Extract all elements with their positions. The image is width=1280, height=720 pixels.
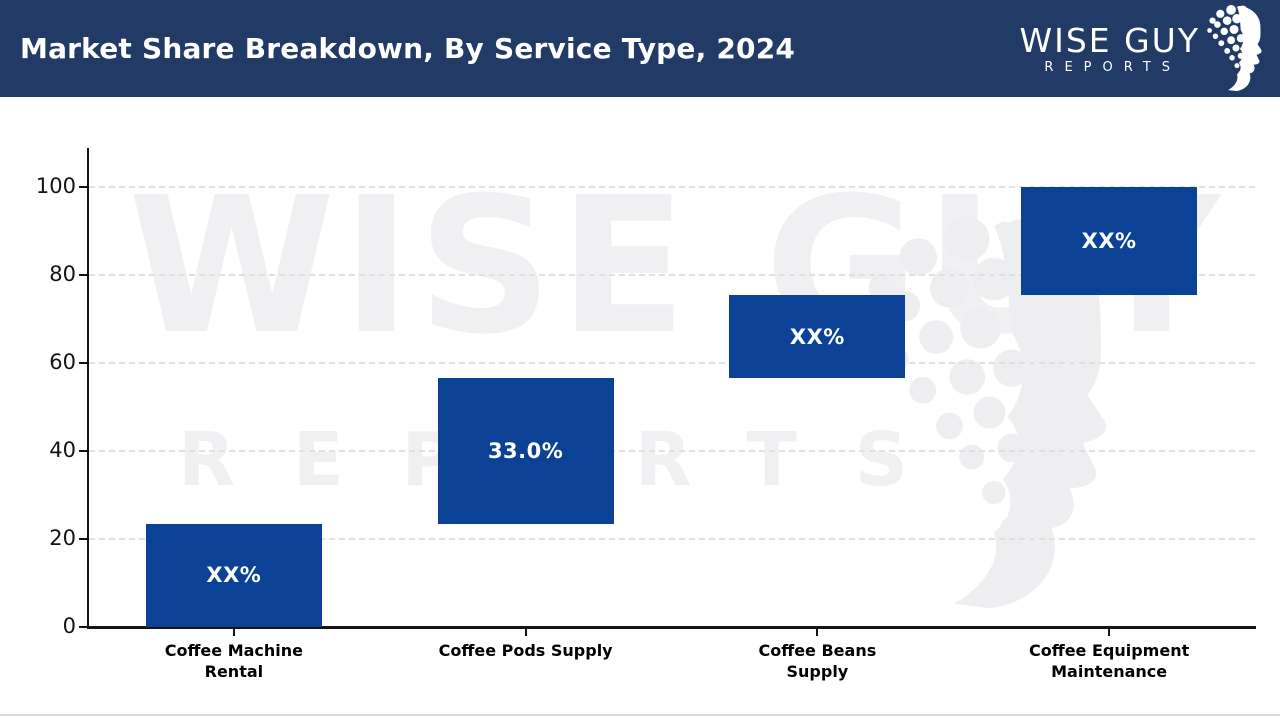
logo-sub-text: REPORTS [1044, 59, 1182, 75]
bar-3: XX% [729, 294, 906, 379]
y-axis-tick-mark [79, 538, 87, 540]
bar-1: XX% [145, 523, 322, 627]
x-axis-category-line: Coffee Equipment [1029, 641, 1190, 660]
y-axis-tick-mark [79, 362, 87, 364]
y-axis-tick-label: 100 [35, 174, 76, 198]
bar-4: XX% [1021, 187, 1198, 295]
x-axis-category-line: Coffee Pods Supply [438, 641, 613, 660]
y-axis-tick-label: 40 [49, 438, 76, 462]
x-axis-category-label: Coffee Machine Rental [94, 640, 374, 682]
wise-guy-logo: WISE GUY REPORTS [1019, 4, 1266, 93]
x-axis-category-label: Coffee Beans Supply [677, 640, 957, 682]
y-axis-tick-label: 60 [49, 350, 76, 374]
logo-face-icon [1207, 4, 1262, 91]
gridline-60 [89, 362, 1255, 364]
gridline-40 [89, 450, 1255, 452]
gridline-100 [89, 186, 1255, 188]
window-bottom-border [0, 714, 1280, 716]
x-axis-category-line: Rental [204, 662, 264, 681]
bar-value-label: XX% [1081, 228, 1137, 253]
bar-value-label: 33.0% [487, 438, 564, 463]
x-axis-category-line: Supply [786, 662, 849, 681]
x-axis-category-line: Coffee Beans [758, 641, 877, 660]
y-axis-tick-label: 20 [49, 526, 76, 550]
y-axis-line [87, 148, 89, 627]
y-axis-tick-mark [79, 450, 87, 452]
x-axis-category-line: Maintenance [1051, 662, 1168, 681]
bar-value-label: XX% [789, 324, 845, 349]
chart-title: Market Share Breakdown, By Service Type,… [20, 32, 796, 65]
x-axis-tick-mark [524, 629, 527, 636]
gridline-20 [89, 538, 1255, 540]
x-axis-tick-mark [1108, 629, 1111, 636]
y-axis-tick-mark [79, 186, 87, 188]
bar-value-label: XX% [206, 563, 262, 588]
bar-2: 33.0% [437, 378, 614, 524]
x-axis-category-label: Coffee Pods Supply [386, 640, 666, 661]
logo-name-text: WISE GUY [1019, 20, 1200, 60]
y-axis-tick-mark [79, 274, 87, 276]
logo-wordmark: WISE GUY REPORTS [1019, 20, 1200, 75]
x-axis-category-label: Coffee Equipment Maintenance [969, 640, 1249, 682]
gridline-80 [89, 274, 1255, 276]
x-axis-line [87, 626, 1256, 629]
y-axis-tick-mark [79, 626, 87, 628]
x-axis-category-line: Coffee Machine [164, 641, 304, 660]
header: Market Share Breakdown, By Service Type,… [0, 0, 1280, 97]
x-axis-tick-mark [816, 629, 819, 636]
y-axis-tick-label: 80 [49, 262, 76, 286]
x-axis-tick-mark [232, 629, 235, 636]
y-axis-tick-label: 0 [62, 614, 76, 638]
